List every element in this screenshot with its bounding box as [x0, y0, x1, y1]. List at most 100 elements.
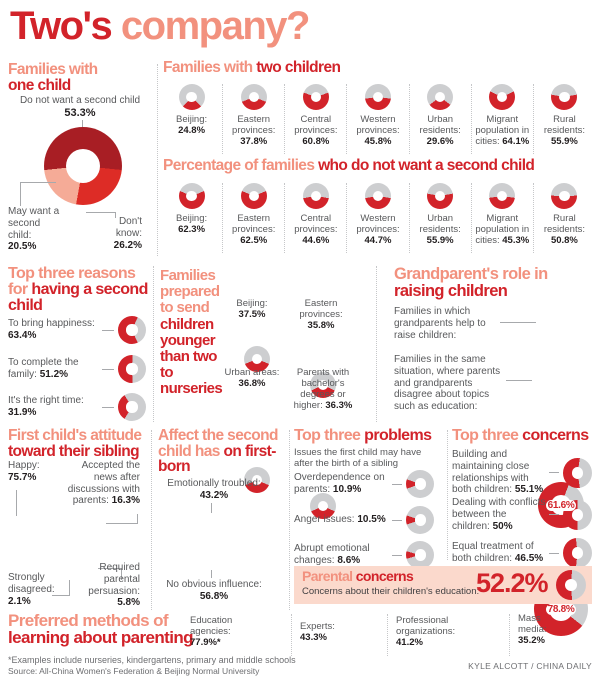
donut-chart: [556, 570, 586, 600]
stat-cell: Migrant population in cities: 64.1%: [470, 84, 533, 154]
stat-cell: Central provinces: 60.8%: [284, 84, 346, 154]
donut-chart: [551, 183, 578, 209]
donut-hole: [251, 474, 263, 486]
donut-chart: [406, 470, 434, 498]
stat-label: Experts: 43.3%: [300, 621, 335, 643]
page-title-light: company?: [120, 4, 311, 48]
heading-firstborn-affect: Affect the second child has on first-bor…: [158, 427, 278, 475]
donut-hole: [414, 549, 426, 561]
reason-row: To bring happiness: 63.4%: [8, 316, 146, 344]
heading-grandparents: Grandparent's role in raising children: [394, 265, 548, 300]
leader-line: [392, 554, 403, 556]
donut-chart: [302, 183, 329, 209]
callout-line: [106, 514, 138, 524]
donut-chart: [310, 372, 336, 398]
leader-line: [392, 519, 403, 521]
problem-row: Abrupt emotional changes: 8.6%: [294, 541, 434, 569]
donut-chart: [364, 84, 391, 110]
donut-hole: [559, 91, 570, 103]
divider: [157, 64, 158, 256]
donut-hole: [571, 508, 584, 521]
callout-line: [82, 120, 83, 128]
donut-hole: [65, 148, 101, 184]
credit-line: KYLE ALCOTT / CHINA DAILY: [468, 661, 592, 671]
divider: [289, 430, 290, 610]
donut-value: 78.8%: [545, 603, 577, 615]
sibling-disagreed-label: Strongly disagreed: 2.1%: [8, 572, 55, 607]
donut-hole: [251, 353, 263, 365]
donut-hole: [310, 190, 322, 202]
no-second-child-row: Beijing: 62.3% Eastern provinces: 62.5% …: [161, 183, 595, 253]
stat-cell: Western provinces: 45.8%: [346, 84, 408, 154]
one-child-top-label: Do not want a second child 53.3%: [19, 95, 141, 119]
stat-cell: Rural residents: 55.9%: [532, 84, 595, 154]
stat-label: Eastern provinces: 35.8%: [299, 298, 343, 331]
stat-label: Parents with bachelor's degrees or highe…: [293, 367, 353, 411]
one-child-right-label: Don't know: 26.2%: [113, 216, 142, 251]
heading-two-children: Families with two children: [163, 59, 341, 76]
donut-chart: [406, 506, 434, 534]
donut-hole: [310, 91, 322, 103]
donut-chart: [563, 538, 592, 568]
firstborn-top-label: Emotionally troubled: 43.2%: [167, 478, 261, 501]
divider: [387, 614, 388, 656]
callout-line: [52, 580, 70, 596]
divider: [509, 614, 510, 656]
grandparents-label: Families in the same situation, where pa…: [394, 354, 501, 413]
donut-hole: [186, 190, 197, 202]
stat-label: Beijing: 37.5%: [236, 298, 268, 320]
donut-hole: [497, 190, 508, 202]
donut-hole: [571, 466, 584, 479]
donut-chart: [427, 84, 454, 110]
heading-parental-concerns: Parental concerns: [302, 568, 414, 584]
stat-cell: Eastern provinces: 62.5%: [222, 183, 284, 253]
stat-cell: Rural residents: 50.8%: [532, 183, 595, 253]
callout-line: [20, 182, 56, 206]
divider: [151, 430, 152, 610]
donut-hole: [126, 401, 138, 413]
parental-concerns-banner: Parental concerns Concerns about their c…: [294, 566, 592, 604]
donut-value: 61.6%: [545, 499, 577, 511]
stat-label: Education agencies: 77.9%*: [190, 615, 233, 648]
donut-hole: [317, 379, 329, 391]
donut-chart: [427, 183, 454, 209]
callout-line: [86, 212, 116, 218]
grandparents-donut: 78.8%: [534, 582, 588, 636]
donut-hole: [248, 91, 259, 103]
donut-hole: [414, 478, 426, 490]
problems-subtitle: Issues the first child may have after th…: [294, 447, 422, 470]
callout-line: [211, 570, 212, 578]
callout-line: [98, 568, 122, 580]
divider: [153, 266, 154, 422]
donut-hole: [372, 91, 384, 103]
divider: [291, 614, 292, 656]
donut-hole: [434, 190, 446, 202]
source-line: Source: All-China Women's Federation & B…: [8, 666, 260, 676]
page-title: Two's company?: [10, 4, 311, 48]
donut-chart: [563, 457, 592, 488]
heading-nurseries: Families prepared to send children young…: [160, 267, 223, 398]
donut-hole: [497, 91, 508, 103]
leader-line: [102, 329, 114, 331]
stat-label: Professional organizations: 41.2%: [396, 615, 456, 648]
donut-chart: [118, 393, 146, 421]
donut-hole: [559, 190, 570, 202]
donut-chart: [310, 493, 336, 519]
page-title-bold: Two's: [10, 4, 113, 48]
donut-chart: [240, 183, 267, 209]
leader-line: [549, 552, 560, 554]
donut-hole: [126, 324, 138, 336]
heading-no-second-child: Percentage of families who do not want a…: [163, 157, 535, 174]
donut-hole: [248, 190, 259, 202]
donut-chart: [118, 355, 146, 383]
divider: [376, 266, 377, 422]
stat-label: Mass media: 35.2%: [518, 613, 547, 646]
footnote: *Examples include nurseries, kindergarte…: [8, 655, 296, 665]
donut-hole: [565, 579, 577, 591]
donut-chart: [118, 316, 146, 344]
donut-chart: [551, 84, 578, 110]
leader-line: [506, 380, 532, 381]
heading-one-child: Families with one child: [8, 61, 98, 94]
donut-chart: [244, 346, 270, 372]
grandparents-label: Families in which grandparents help to r…: [394, 306, 486, 341]
